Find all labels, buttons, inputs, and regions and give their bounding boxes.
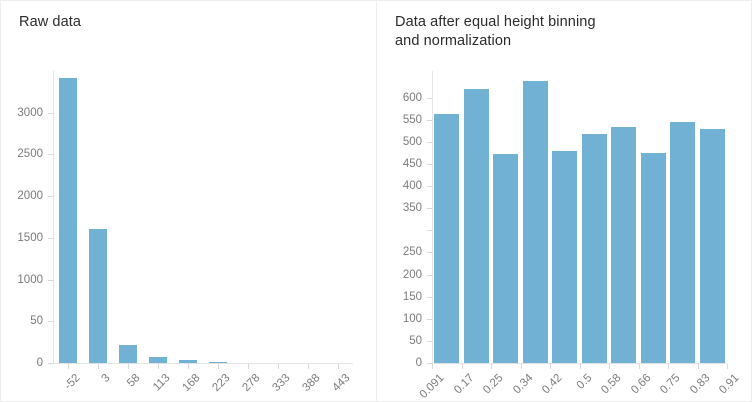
bar bbox=[640, 153, 666, 363]
y-tick-label: 1000 bbox=[17, 273, 43, 286]
y-tick-label: 1500 bbox=[17, 231, 43, 244]
y-tick-mark bbox=[427, 119, 432, 121]
y-tick-label: 200 bbox=[402, 268, 422, 281]
x-axis-line-binned-data bbox=[432, 363, 727, 364]
panel-title-raw-data: Raw data bbox=[19, 14, 82, 30]
x-tick-mark bbox=[188, 364, 189, 369]
x-tick-mark bbox=[248, 364, 249, 369]
y-tick-label: 0 bbox=[36, 357, 43, 369]
bar bbox=[119, 345, 137, 363]
y-tick-mark bbox=[427, 274, 432, 276]
y-tick-label: 150 bbox=[402, 290, 422, 303]
x-tick-mark bbox=[98, 364, 99, 369]
bar bbox=[89, 228, 107, 363]
y-tick-label: 250 bbox=[402, 246, 422, 259]
y-tick-label: 100 bbox=[402, 312, 422, 325]
panel-binned-data: Data after equal height binning and norm… bbox=[376, 1, 751, 401]
bar bbox=[670, 121, 696, 363]
x-axis-line-raw-data bbox=[53, 363, 353, 364]
panel-title-binned-data: Data after equal height binning and norm… bbox=[395, 14, 596, 49]
bar bbox=[699, 129, 725, 363]
bar bbox=[59, 77, 77, 363]
y-tick-label: 600 bbox=[402, 91, 422, 104]
y-tick-mark bbox=[427, 230, 432, 232]
y-tick-mark bbox=[427, 208, 432, 210]
bar bbox=[581, 134, 607, 363]
x-tick-mark bbox=[218, 364, 219, 369]
y-tick-mark bbox=[48, 154, 53, 156]
bar bbox=[463, 88, 489, 363]
bar bbox=[209, 362, 227, 363]
panel-raw-data: Raw data 0 50 1000 1500 2000 2500 3000 -52 3 58 11… bbox=[1, 1, 376, 401]
y-tick-label: 400 bbox=[402, 180, 422, 193]
x-tick-mark bbox=[727, 364, 728, 369]
y-tick-label: 50 bbox=[30, 315, 43, 328]
y-tick-mark bbox=[48, 321, 53, 323]
y-tick-mark bbox=[427, 141, 432, 143]
y-tick-mark bbox=[48, 196, 53, 198]
x-tick-mark bbox=[697, 364, 699, 369]
y-tick-mark bbox=[48, 279, 53, 281]
y-tick-label: 50 bbox=[409, 334, 422, 347]
y-tick-label: 350 bbox=[402, 202, 422, 215]
x-tick-mark bbox=[68, 364, 69, 369]
y-tick-label: 2500 bbox=[17, 148, 43, 161]
y-tick-label: 500 bbox=[402, 135, 422, 148]
y-tick-mark bbox=[427, 186, 432, 188]
x-tick-mark bbox=[308, 364, 309, 369]
y-tick-mark bbox=[48, 363, 53, 364]
y-tick-label: 0 bbox=[415, 357, 422, 369]
x-tick-mark bbox=[461, 364, 463, 369]
y-tick-label: 550 bbox=[402, 113, 422, 126]
x-tick-mark bbox=[128, 364, 129, 369]
y-axis-line-raw-data bbox=[53, 71, 54, 363]
x-tick-mark bbox=[158, 364, 159, 369]
x-tick-mark bbox=[638, 364, 640, 369]
x-tick-mark bbox=[338, 364, 339, 369]
x-tick-mark bbox=[609, 364, 610, 369]
x-tick-mark bbox=[668, 364, 669, 369]
y-tick-mark bbox=[427, 97, 432, 99]
y-tick-mark bbox=[427, 318, 432, 320]
bar bbox=[611, 127, 637, 363]
y-tick-label: 2000 bbox=[17, 190, 43, 203]
y-axis-line-binned-data bbox=[432, 71, 433, 363]
bar bbox=[493, 154, 519, 363]
x-tick-mark bbox=[491, 364, 492, 369]
bar bbox=[179, 360, 197, 363]
y-tick-label: 3000 bbox=[17, 106, 43, 119]
y-tick-label: 450 bbox=[402, 157, 422, 170]
y-tick-mark bbox=[427, 363, 432, 364]
bar bbox=[434, 114, 460, 363]
x-tick-mark bbox=[579, 364, 581, 369]
y-tick-mark bbox=[427, 252, 432, 254]
x-tick-mark bbox=[520, 364, 522, 369]
bar bbox=[522, 81, 548, 363]
x-tick-mark bbox=[432, 364, 433, 369]
bar bbox=[552, 151, 578, 363]
x-tick-mark bbox=[550, 364, 551, 369]
y-tick-mark bbox=[427, 163, 432, 165]
y-tick-mark bbox=[427, 340, 432, 342]
chart-binned-data: 0 50 100 150 200 250 350 400 450 500 550 600 0.091 0.… bbox=[403, 71, 741, 401]
y-tick-mark bbox=[427, 296, 432, 298]
y-tick-mark bbox=[48, 237, 53, 239]
bar bbox=[149, 357, 167, 363]
chart-raw-data: 0 50 1000 1500 2000 2500 3000 -52 3 58 113 168 223 27… bbox=[17, 71, 353, 394]
x-tick-mark bbox=[278, 364, 279, 369]
y-tick-mark bbox=[48, 112, 53, 114]
